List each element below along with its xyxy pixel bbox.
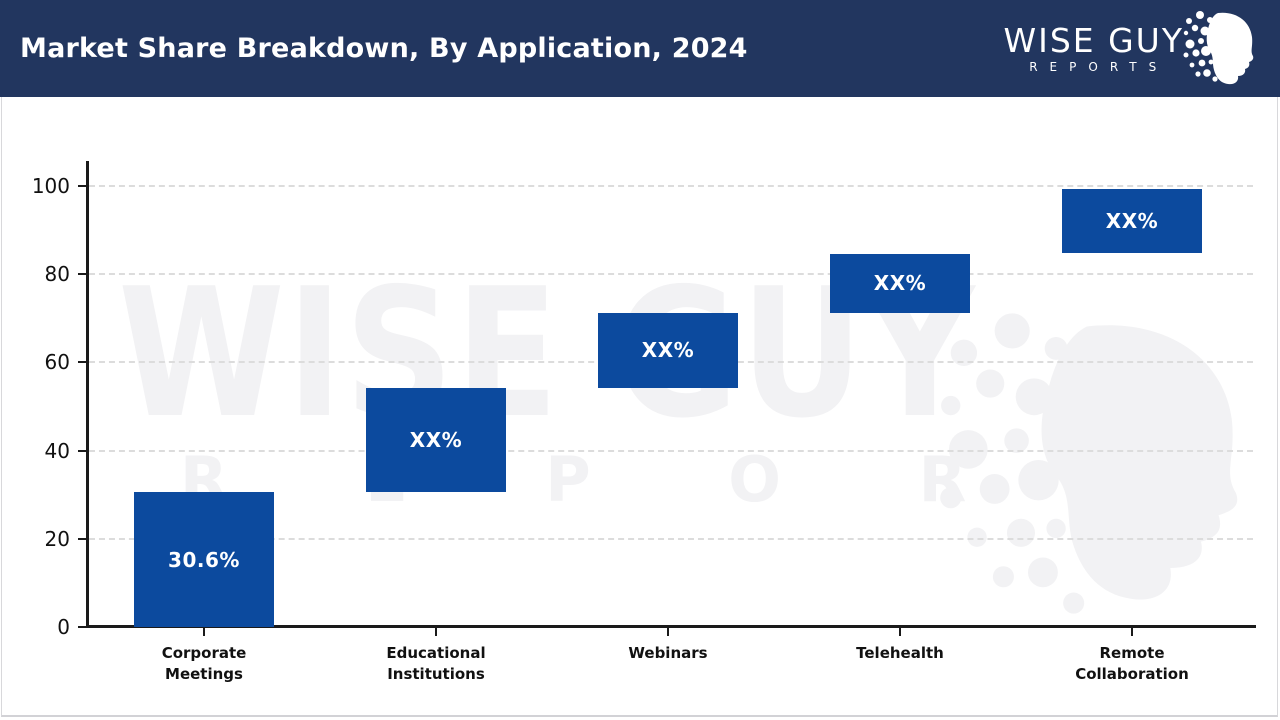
y-tick-mark-100 bbox=[78, 185, 87, 187]
page-title: Market Share Breakdown, By Application, … bbox=[20, 33, 748, 64]
logo-face-icon bbox=[1183, 10, 1254, 84]
y-axis-line bbox=[86, 161, 89, 628]
bar-telehealth: XX% bbox=[830, 253, 970, 313]
bar-educational-institutions: XX% bbox=[366, 387, 506, 493]
wise-guy-reports-logo: WISE GUY REPORTS bbox=[1003, 7, 1262, 91]
y-tick-label-40: 40 bbox=[44, 438, 70, 463]
y-tick-label-100: 100 bbox=[31, 174, 70, 198]
x-tick-mark-0 bbox=[203, 628, 205, 636]
y-tick-label-60: 60 bbox=[44, 350, 70, 375]
gridline-80 bbox=[89, 273, 1253, 276]
bar-value-label: XX% bbox=[641, 338, 695, 363]
gridline-100 bbox=[89, 185, 1253, 187]
chart-area: WISE GUY R E P O R T S 0 20 40 60 80 100 30.6%… bbox=[0, 97, 1280, 720]
bar-remote-collaboration: XX% bbox=[1062, 188, 1202, 254]
y-tick-mark-0 bbox=[78, 626, 87, 628]
gridline-40 bbox=[89, 449, 1253, 452]
x-axis-line bbox=[86, 625, 1256, 628]
bar-value-label: XX% bbox=[409, 427, 463, 452]
y-tick-mark-80 bbox=[78, 273, 87, 276]
logo-wordmark: WISE GUY bbox=[1003, 21, 1184, 60]
x-tick-mark-4 bbox=[1131, 628, 1133, 636]
x-category-label-4: Remote Collaboration bbox=[1075, 644, 1189, 683]
x-tick-mark-2 bbox=[667, 628, 669, 636]
bar-webinars: XX% bbox=[598, 313, 738, 388]
x-category-label-3: Telehealth bbox=[856, 644, 944, 662]
gridline-20 bbox=[89, 537, 1253, 540]
y-tick-mark-20 bbox=[78, 537, 87, 540]
bar-corporate-meetings: 30.6% bbox=[134, 492, 274, 627]
logo-subtitle: REPORTS bbox=[1029, 60, 1169, 74]
bar-value-label: 30.6% bbox=[168, 547, 240, 572]
bar-value-label: XX% bbox=[873, 271, 927, 296]
y-tick-label-0: 0 bbox=[57, 615, 70, 639]
x-tick-mark-3 bbox=[899, 628, 901, 636]
y-tick-label-80: 80 bbox=[44, 262, 70, 287]
x-category-label-0: Corporate Meetings bbox=[161, 644, 247, 683]
y-tick-mark-40 bbox=[78, 449, 87, 452]
x-category-label-1: Educational Institutions bbox=[386, 644, 486, 683]
y-tick-label-20: 20 bbox=[44, 526, 70, 551]
logo-text: WISE GUY REPORTS bbox=[1003, 24, 1184, 73]
header-bar: Market Share Breakdown, By Application, … bbox=[0, 0, 1280, 97]
x-category-label-2: Webinars bbox=[628, 644, 708, 662]
x-tick-mark-1 bbox=[435, 628, 437, 636]
watermark-face-icon bbox=[940, 313, 1238, 614]
bar-value-label: XX% bbox=[1105, 208, 1159, 233]
y-tick-mark-60 bbox=[78, 361, 87, 364]
